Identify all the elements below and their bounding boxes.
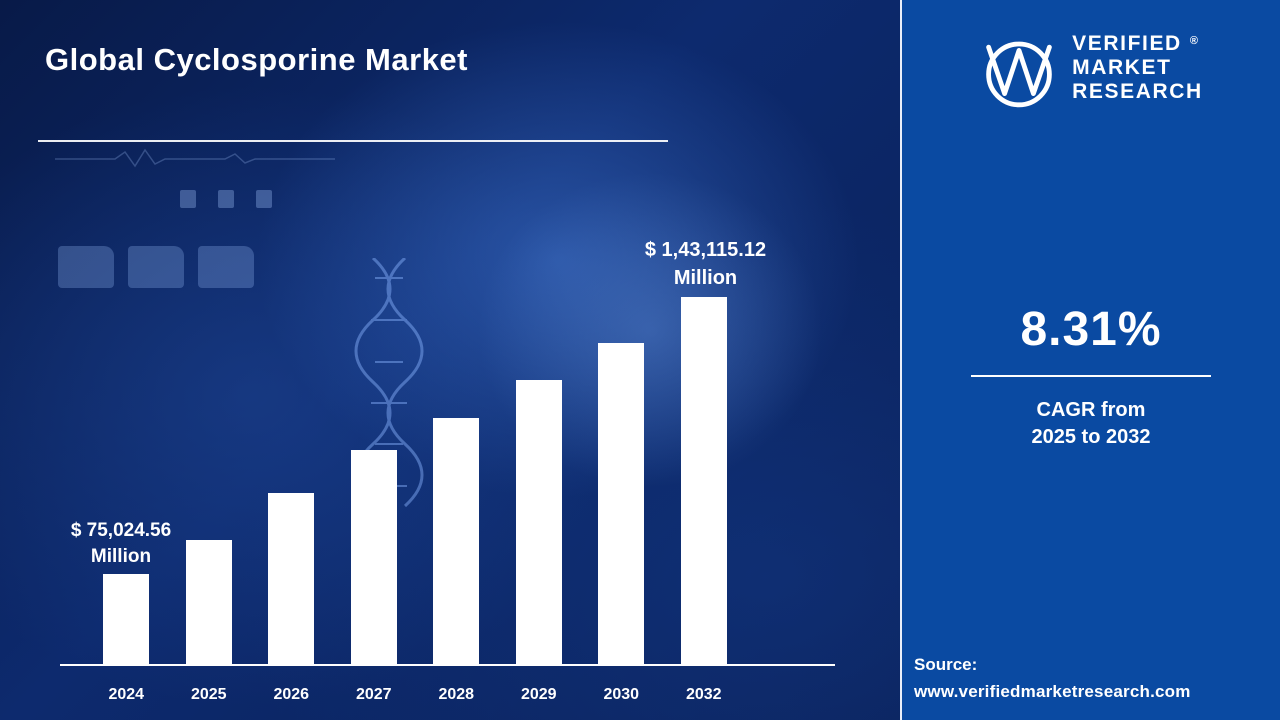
brand-word-market: MARKET bbox=[1072, 56, 1172, 79]
folder-icons bbox=[58, 246, 254, 288]
bar bbox=[515, 380, 562, 664]
heartbeat-line-icon bbox=[55, 148, 335, 168]
chart-panel: Global Cyclosporine Market $ 75,024.56 M… bbox=[0, 0, 900, 720]
brand-word-verified: VERIFIED bbox=[1072, 32, 1182, 55]
bar bbox=[598, 343, 645, 664]
folder-icon bbox=[58, 246, 114, 288]
brand-word-research: RESEARCH bbox=[1072, 80, 1203, 103]
cagr-block: 8.31% CAGR from 2025 to 2032 bbox=[902, 302, 1280, 451]
bar bbox=[433, 418, 480, 664]
bar-column bbox=[580, 343, 663, 664]
last-bar-unit: Million bbox=[673, 267, 738, 289]
x-axis-label: 2026 bbox=[273, 686, 310, 703]
x-axis-label: 2030 bbox=[603, 686, 640, 703]
registered-trademark-icon: ® bbox=[1189, 35, 1198, 47]
bar-column bbox=[85, 574, 168, 664]
first-bar-unit: Million bbox=[90, 546, 152, 567]
background-icons bbox=[180, 190, 272, 208]
bar-column bbox=[168, 540, 251, 664]
brand-name: VERIFIED ® MARKET RESEARCH bbox=[1072, 32, 1203, 104]
brand-name-line: VERIFIED ® bbox=[1072, 32, 1203, 56]
bar-column bbox=[663, 297, 746, 664]
bars-container bbox=[85, 297, 745, 664]
cagr-divider bbox=[971, 375, 1211, 377]
source-url: www.verifiedmarketresearch.com bbox=[914, 682, 1191, 701]
bar-column bbox=[250, 493, 333, 664]
folder-icon bbox=[198, 246, 254, 288]
info-panel: VERIFIED ® MARKET RESEARCH 8.31% CAGR fr… bbox=[900, 0, 1280, 720]
bar bbox=[268, 493, 315, 664]
source-block: Source: www.verifiedmarketresearch.com bbox=[914, 655, 1274, 702]
x-axis-label: 2025 bbox=[190, 686, 227, 703]
first-bar-value: $ 75,024.56 bbox=[70, 520, 172, 541]
bar-column bbox=[498, 380, 581, 664]
first-bar-value-label: $ 75,024.56 Million bbox=[46, 518, 196, 570]
bar bbox=[680, 297, 727, 664]
cagr-label: CAGR from 2025 to 2032 bbox=[902, 397, 1280, 451]
x-axis-label: 2029 bbox=[520, 686, 557, 703]
bar bbox=[103, 574, 150, 664]
title-underline bbox=[38, 140, 668, 142]
x-axis-label: 2028 bbox=[438, 686, 475, 703]
last-bar-value: $ 1,43,115.12 bbox=[644, 239, 767, 261]
x-axis-label: 2032 bbox=[685, 686, 722, 703]
bar bbox=[185, 540, 232, 664]
cagr-label-line1: CAGR from bbox=[1036, 399, 1146, 421]
brand-logo: VERIFIED ® MARKET RESEARCH bbox=[979, 28, 1203, 108]
last-bar-value-label: $ 1,43,115.12 Million bbox=[608, 236, 803, 292]
x-axis-labels: 2024 2025 2026 2027 2028 2029 2030 2032 bbox=[85, 686, 745, 704]
vmr-logo-icon bbox=[986, 41, 1052, 108]
cagr-value: 8.31% bbox=[1020, 303, 1162, 356]
people-icon bbox=[180, 190, 196, 208]
people-icon bbox=[218, 190, 234, 208]
bar bbox=[350, 450, 397, 664]
cagr-label-line2: 2025 to 2032 bbox=[1031, 426, 1151, 448]
people-icon bbox=[256, 190, 272, 208]
bar-column bbox=[415, 418, 498, 664]
page-title: Global Cyclosporine Market bbox=[45, 42, 468, 77]
folder-icon bbox=[128, 246, 184, 288]
x-axis-label: 2024 bbox=[108, 686, 145, 703]
x-axis-label: 2027 bbox=[355, 686, 392, 703]
bar-column bbox=[333, 450, 416, 664]
source-label: Source: bbox=[914, 655, 978, 674]
x-axis-line bbox=[60, 664, 835, 666]
